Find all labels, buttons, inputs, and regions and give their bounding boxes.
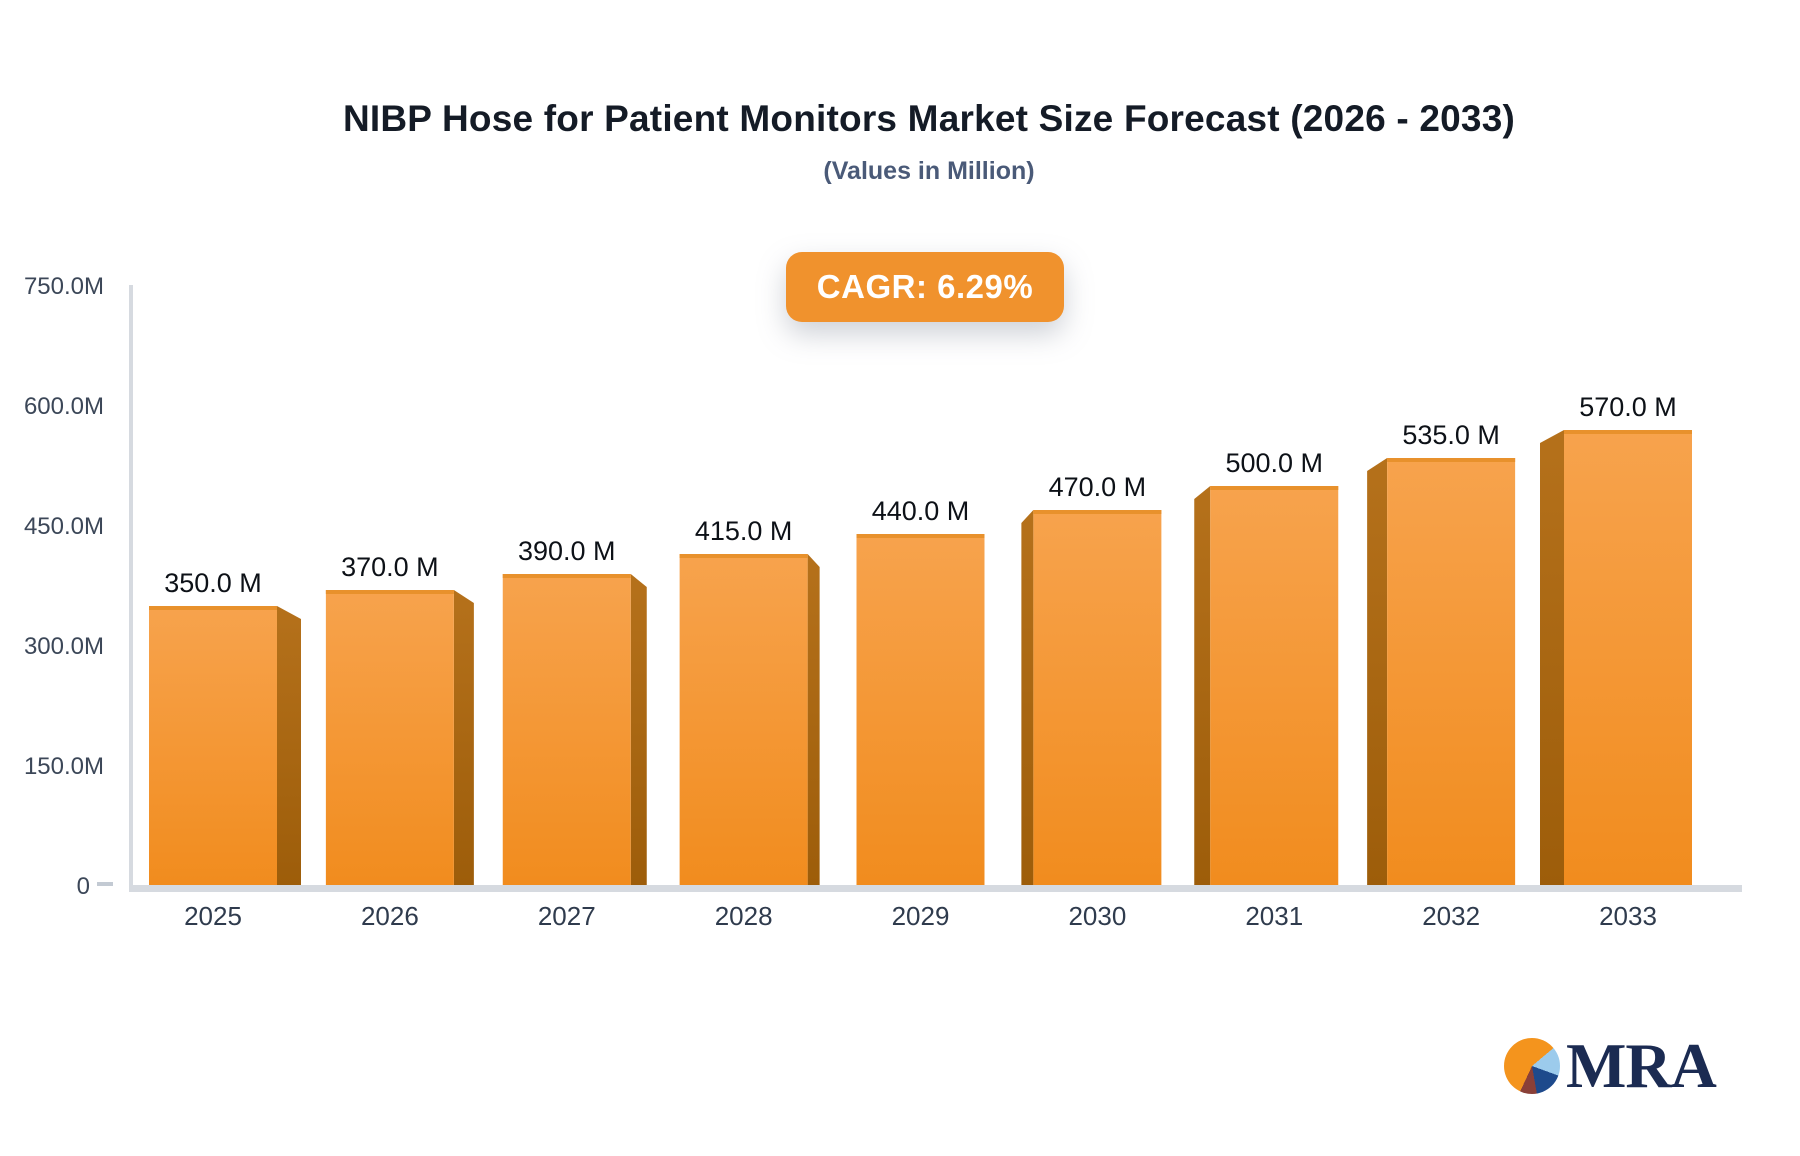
bar-top-edge	[325, 590, 454, 594]
logo-text: MRA	[1566, 1030, 1717, 1101]
bar-3d-side-2031	[1194, 486, 1211, 885]
y-axis-tick-label: 450.0M	[24, 513, 104, 540]
bar-2028	[679, 554, 808, 885]
bar-top-edge	[1564, 430, 1692, 434]
chart-header: NIBP Hose for Patient Monitors Market Si…	[0, 98, 1800, 186]
bar-value-label: 570.0 M	[1579, 392, 1677, 422]
x-axis-line	[129, 885, 1742, 892]
bar-2031	[1210, 486, 1339, 885]
bar-top-edge	[149, 606, 277, 610]
bar-2027	[502, 574, 631, 885]
bar-2033	[1564, 430, 1692, 885]
chart-title: NIBP Hose for Patient Monitors Market Si…	[342, 98, 1515, 139]
chart-subtitle: (Values in Million)	[823, 157, 1035, 185]
bar-2030	[1033, 510, 1162, 885]
y-axis-tick-label: 150.0M	[24, 753, 104, 780]
y-axis-zero-tick	[97, 882, 113, 886]
bar-3d-side-2025	[277, 606, 301, 885]
bar-value-label: 470.0 M	[1049, 472, 1147, 502]
x-axis-tick-label: 2032	[1422, 901, 1480, 931]
x-axis-tick-label: 2027	[538, 901, 596, 931]
bar-3d-side-2026	[453, 590, 474, 885]
bar-3d-side-2027	[630, 574, 647, 885]
x-axis-tick-label: 2029	[892, 901, 950, 931]
bar-2026	[325, 590, 454, 885]
bar-3d-side-2028	[807, 554, 820, 885]
x-axis-tick-label: 2025	[184, 901, 242, 931]
bar-3d-side-2033	[1540, 430, 1564, 885]
bar-value-label: 390.0 M	[518, 536, 616, 566]
bar-value-label: 440.0 M	[872, 496, 970, 526]
bar-top-edge	[1033, 510, 1162, 514]
bar-value-label: 415.0 M	[695, 516, 793, 546]
x-axis-tick-label: 2028	[715, 901, 773, 931]
bar-top-edge	[502, 574, 631, 578]
bar-top-edge	[856, 534, 985, 538]
bar-2025	[149, 606, 277, 885]
x-axis-tick-label: 2030	[1068, 901, 1126, 931]
x-axis-tick-label: 2031	[1245, 901, 1303, 931]
mra-logo: MRA	[1504, 1030, 1717, 1101]
y-axis-tick-label: 300.0M	[24, 633, 104, 660]
bar-top-edge	[1387, 458, 1516, 462]
y-axis-tick-label: 750.0M	[24, 273, 104, 300]
cagr-badge: CAGR: 6.29%	[786, 252, 1064, 322]
pie-chart-logo-icon	[1504, 1038, 1560, 1094]
bar-value-label: 500.0 M	[1225, 448, 1323, 478]
bar-value-label: 370.0 M	[341, 552, 439, 582]
bar-3d-side-2030	[1021, 510, 1034, 885]
bar-value-label: 350.0 M	[164, 568, 262, 598]
bar-2029	[856, 534, 985, 885]
bar-2032	[1387, 458, 1516, 885]
y-axis-line	[129, 285, 133, 892]
y-axis-tick-label: 0	[77, 873, 90, 900]
bar-3d-side-2032	[1367, 458, 1388, 885]
bar-top-edge	[1210, 486, 1339, 490]
bar-value-label: 535.0 M	[1402, 420, 1500, 450]
x-axis-tick-label: 2033	[1599, 901, 1657, 931]
bar-top-edge	[679, 554, 808, 558]
x-axis-tick-label: 2026	[361, 901, 419, 931]
y-axis-tick-label: 600.0M	[24, 393, 104, 420]
